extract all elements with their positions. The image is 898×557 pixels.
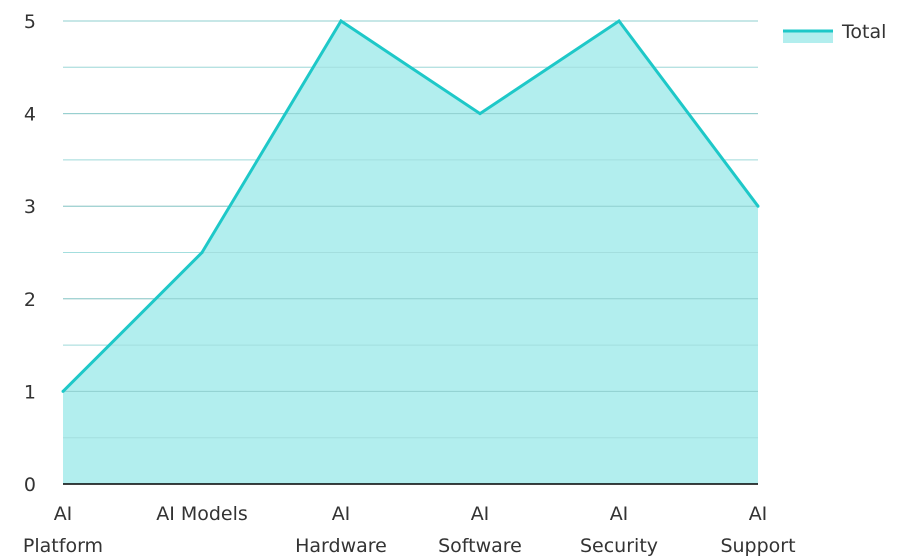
series-line-total	[61, 18, 760, 393]
x-tick-label: AI Security	[580, 503, 658, 557]
x-tick-label-line: Hardware	[295, 535, 387, 557]
y-tick-label: 4	[24, 104, 36, 126]
data-point-4	[617, 19, 621, 23]
y-tick-label: 2	[24, 289, 36, 311]
y-tick-label: 3	[24, 196, 36, 218]
x-tick-label-line: AI Models	[156, 503, 248, 525]
legend-label-total: Total	[841, 21, 886, 43]
data-point-5	[756, 204, 760, 208]
data-point-0	[61, 389, 65, 393]
x-tick-label-line: Platform	[23, 535, 103, 557]
legend: Total	[783, 21, 886, 43]
y-tick-label: 1	[24, 381, 36, 403]
x-tick-label-line: AI	[332, 503, 351, 525]
x-tick-label: AI Hardware	[295, 503, 387, 557]
x-tick-label: AI Platform	[23, 503, 103, 557]
data-point-1	[200, 251, 204, 254]
x-tick-label-line: Support	[720, 535, 795, 557]
data-point-3	[478, 112, 482, 116]
x-tick-label-line: Software	[438, 535, 522, 557]
y-tick-label: 0	[24, 474, 36, 496]
x-tick-label-line: AI	[749, 503, 768, 525]
data-point-2	[339, 19, 343, 23]
x-tick-label-line: AI	[54, 503, 73, 525]
x-tick-label: AI Support	[720, 503, 795, 557]
x-tick-label-line: AI	[610, 503, 629, 525]
x-tick-label: AI Software	[438, 503, 522, 557]
x-tick-label: AI Models	[156, 503, 248, 525]
legend-swatch-fill	[783, 31, 833, 43]
y-tick-label: 5	[24, 11, 36, 33]
x-tick-label-line: AI	[471, 503, 490, 525]
gridlines-over-area	[63, 20, 758, 439]
x-tick-label-line: Security	[580, 535, 658, 557]
